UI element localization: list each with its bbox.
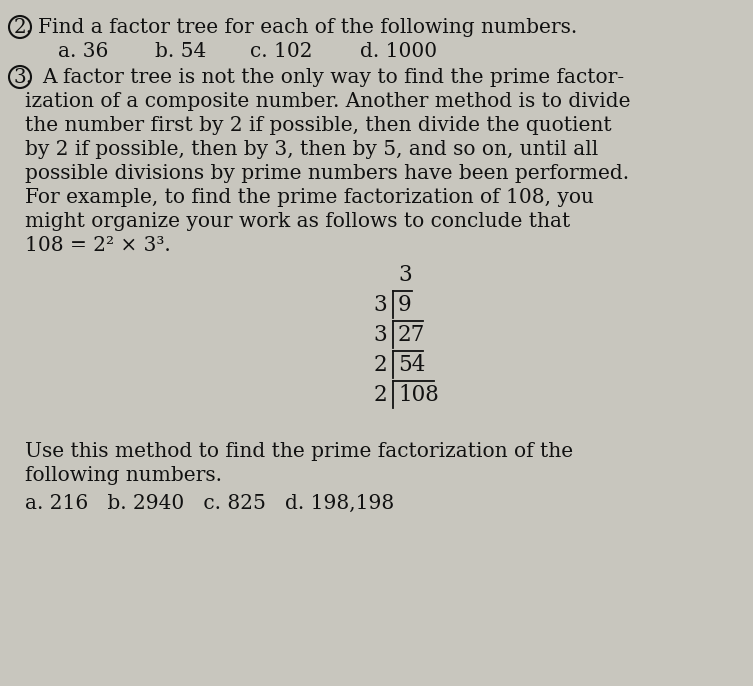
Text: 3: 3	[373, 324, 387, 346]
Text: following numbers.: following numbers.	[25, 466, 222, 485]
Text: Find a factor tree for each of the following numbers.: Find a factor tree for each of the follo…	[38, 18, 578, 37]
Text: the number first by 2 if possible, then divide the quotient: the number first by 2 if possible, then …	[25, 116, 611, 135]
Text: 2: 2	[373, 384, 387, 406]
Text: 54: 54	[398, 354, 425, 376]
Text: 108 = 2² × 3³.: 108 = 2² × 3³.	[25, 236, 171, 255]
Text: 27: 27	[398, 324, 425, 346]
Text: 3: 3	[373, 294, 387, 316]
Text: d. 1000: d. 1000	[360, 42, 437, 61]
Text: c. 102: c. 102	[250, 42, 312, 61]
Text: 2: 2	[373, 354, 387, 376]
Text: b. 54: b. 54	[155, 42, 206, 61]
Text: ization of a composite number. Another method is to divide: ization of a composite number. Another m…	[25, 92, 630, 111]
Text: 2.: 2.	[14, 18, 33, 37]
Text: possible divisions by prime numbers have been performed.: possible divisions by prime numbers have…	[25, 164, 629, 183]
Text: A factor tree is not the only way to find the prime factor-: A factor tree is not the only way to fin…	[42, 68, 624, 87]
Text: 3.: 3.	[14, 68, 33, 87]
Text: a. 216   b. 2940   c. 825   d. 198,198: a. 216 b. 2940 c. 825 d. 198,198	[25, 494, 395, 513]
Text: 108: 108	[398, 384, 439, 406]
Text: might organize your work as follows to conclude that: might organize your work as follows to c…	[25, 212, 570, 231]
Text: 3: 3	[398, 264, 412, 286]
Text: a. 36: a. 36	[58, 42, 108, 61]
Text: For example, to find the prime factorization of 108, you: For example, to find the prime factoriza…	[25, 188, 594, 207]
Text: 9: 9	[398, 294, 412, 316]
Text: Use this method to find the prime factorization of the: Use this method to find the prime factor…	[25, 442, 573, 461]
Text: by 2 if possible, then by 3, then by 5, and so on, until all: by 2 if possible, then by 3, then by 5, …	[25, 140, 598, 159]
